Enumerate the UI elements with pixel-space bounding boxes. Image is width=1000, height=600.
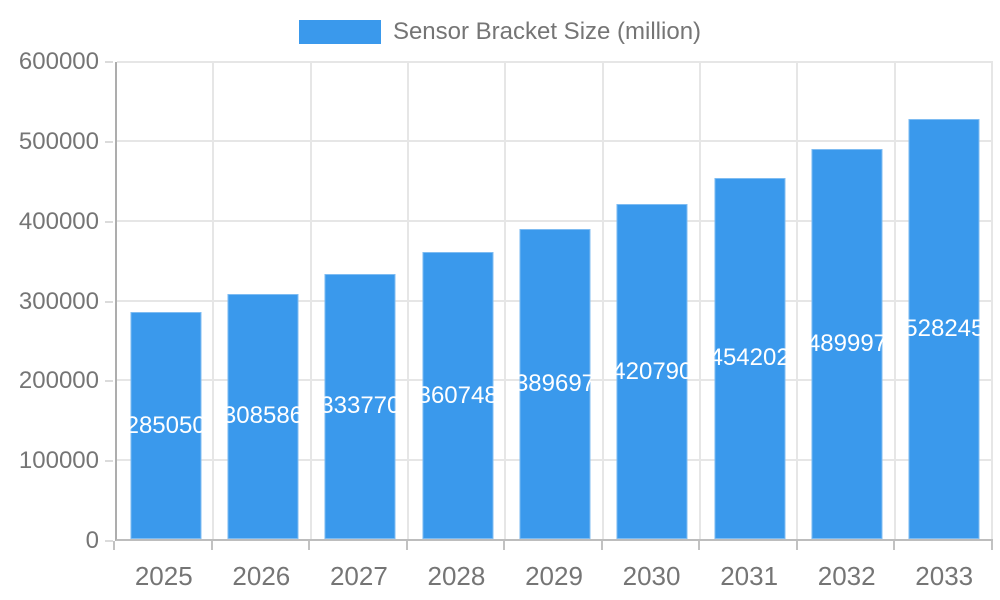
bar[interactable]: 389697 — [519, 229, 591, 539]
bar[interactable]: 360748 — [422, 252, 494, 539]
grid-line-v — [212, 62, 215, 539]
x-tick — [600, 541, 603, 550]
y-tick — [105, 460, 113, 463]
legend-swatch — [298, 20, 381, 44]
x-tick — [113, 541, 115, 550]
x-tick-label: 2025 — [134, 561, 193, 591]
bar[interactable]: 308586 — [227, 293, 299, 539]
bar-value-label: 528245 — [908, 315, 980, 343]
grid-line-v — [406, 62, 409, 539]
grid-line-v — [991, 62, 993, 539]
grid-line-v — [796, 62, 799, 539]
bar[interactable]: 454202 — [714, 177, 786, 539]
bar-value-label: 454202 — [714, 344, 786, 372]
x-tick-label: 2026 — [232, 561, 291, 591]
bar-value-label: 420790 — [616, 357, 688, 385]
y-axis: 0 100000 200000 300000 400000 500000 600000 — [0, 48, 115, 554]
bar[interactable]: 420790 — [616, 204, 688, 539]
y-tick-label: 400000 — [18, 207, 99, 235]
x-tick — [991, 541, 993, 550]
grid-line-v — [309, 62, 312, 539]
bar-value-label: 489997 — [811, 330, 883, 358]
grid-line-v — [601, 62, 604, 539]
legend-label: Sensor Bracket Size (million) — [392, 18, 702, 45]
x-tick — [405, 541, 408, 550]
x-tick — [503, 541, 506, 550]
bar-value-label: 360748 — [422, 381, 494, 409]
y-tick — [105, 220, 113, 223]
grid-line-v — [698, 62, 701, 539]
y-tick-label: 100000 — [18, 447, 99, 475]
y-tick-label: 0 — [85, 527, 99, 554]
bar-value-label: 333770 — [324, 392, 396, 420]
y-tick-label: 600000 — [18, 48, 99, 75]
y-tick — [105, 300, 113, 303]
grid-line-v — [893, 62, 896, 539]
x-tick — [210, 541, 213, 550]
bar[interactable]: 489997 — [811, 149, 883, 539]
grid-line-h — [117, 61, 993, 63]
x-axis: 2025 2026 2027 2028 2029 2030 2031 2032 2033 — [113, 541, 993, 600]
x-tick-label: 2033 — [915, 561, 974, 591]
y-tick-label: 300000 — [18, 287, 99, 315]
bar-value-label: 389697 — [519, 370, 591, 398]
x-tick-label: 2029 — [525, 561, 583, 591]
plot-area: 285050 308586 333770 360748 389697 420790 4542… — [115, 61, 993, 541]
bar-value-label: 285050 — [130, 411, 202, 439]
grid-line-v — [504, 62, 507, 539]
y-tick-label: 500000 — [18, 127, 99, 155]
bar[interactable]: 528245 — [908, 119, 980, 539]
x-tick-label: 2027 — [329, 561, 388, 591]
y-tick — [105, 61, 113, 63]
y-tick-label: 200000 — [18, 367, 99, 395]
x-tick-label: 2028 — [427, 561, 486, 591]
grid-line-h — [117, 219, 993, 222]
x-tick — [893, 541, 896, 550]
x-tick — [698, 541, 701, 550]
bar[interactable]: 333770 — [324, 273, 396, 539]
x-tick — [308, 541, 311, 550]
y-tick — [105, 140, 113, 143]
x-tick-label: 2030 — [622, 561, 681, 591]
x-tick-label: 2032 — [817, 561, 876, 591]
bar-value-label: 308586 — [227, 402, 299, 430]
x-tick-label: 2031 — [720, 561, 779, 591]
x-tick — [795, 541, 798, 550]
bar[interactable]: 285050 — [130, 312, 202, 539]
legend-item[interactable]: Sensor Bracket Size (million) — [0, 16, 1000, 48]
grid-line-h — [117, 140, 993, 143]
y-tick — [105, 380, 113, 383]
y-tick — [105, 540, 113, 542]
